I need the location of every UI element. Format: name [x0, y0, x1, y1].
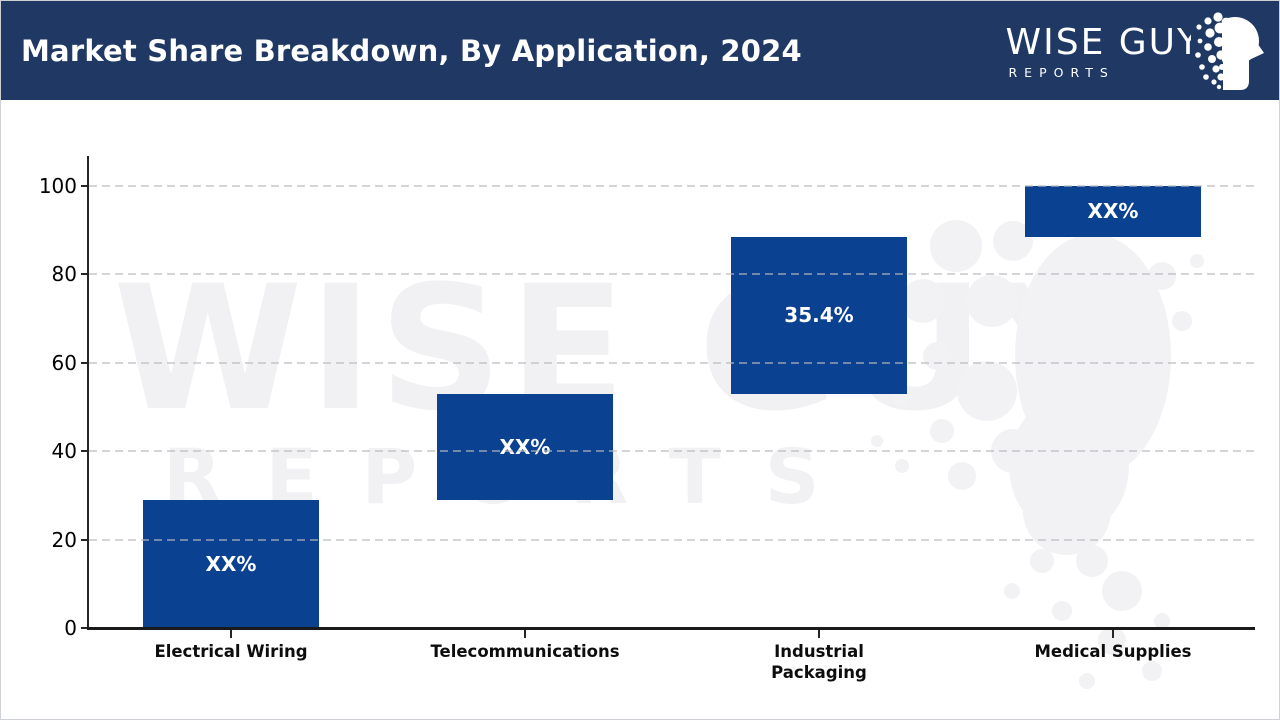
bar-3: 35.4% [731, 237, 907, 394]
bar-1: XX% [143, 499, 319, 628]
y-tick-label: 0 [64, 616, 77, 640]
x-axis-line [87, 627, 1255, 630]
gridline-y80 [89, 273, 1255, 276]
y-tick-label: 40 [51, 439, 77, 464]
bar-4: XX% [1025, 186, 1201, 237]
y-tick-label: 100 [38, 174, 77, 198]
x-category-label-line: Industrial [774, 642, 864, 661]
y-tick-label: 20 [51, 527, 77, 552]
bar-2: XX% [437, 393, 613, 500]
gridline-y20 [89, 538, 1255, 541]
bar-value-label: 35.4% [784, 303, 854, 328]
x-category-label: Medical Supplies [983, 641, 1243, 662]
gridline-y40 [89, 450, 1255, 453]
x-category-label-line: Electrical Wiring [154, 642, 308, 661]
y-tick-label: 60 [51, 350, 77, 375]
y-tick-mark [81, 273, 88, 276]
x-tick-mark [818, 630, 820, 638]
bar-value-label: XX% [1087, 199, 1139, 224]
bar-value-label: XX% [499, 434, 551, 459]
y-tick-mark [81, 538, 88, 541]
gridline-y60 [89, 361, 1255, 364]
brand-name: WISE GUY [1005, 21, 1201, 63]
y-axis-line [87, 156, 89, 630]
x-category-label: Industrial Packaging [689, 641, 949, 683]
y-tick-mark [81, 185, 88, 187]
y-tick-mark [81, 361, 88, 364]
x-tick-mark [524, 630, 526, 638]
page-title: Market Share Breakdown, By Application, … [21, 33, 802, 68]
y-tick-label: 80 [51, 262, 77, 287]
x-tick-mark [1112, 630, 1114, 638]
x-tick-mark [230, 630, 232, 638]
x-category-label-line: Packaging [771, 663, 867, 682]
brand-head-icon [1191, 11, 1264, 93]
brand-logo: WISE GUY REPORTS [1006, 11, 1268, 93]
x-category-label-line: Telecommunications [430, 642, 620, 661]
gridline-y100 [89, 185, 1255, 187]
y-tick-mark [81, 450, 88, 453]
x-category-label: Telecommunications [395, 641, 655, 662]
bar-value-label: XX% [205, 551, 257, 576]
brand-logo-text: WISE GUY REPORTS [1005, 21, 1202, 80]
y-tick-mark [81, 627, 88, 629]
brand-subname: REPORTS [1008, 64, 1115, 80]
header-bar: Market Share Breakdown, By Application, … [1, 1, 1279, 100]
x-category-label: Electrical Wiring [101, 641, 361, 662]
x-category-label-line: Medical Supplies [1034, 642, 1192, 661]
